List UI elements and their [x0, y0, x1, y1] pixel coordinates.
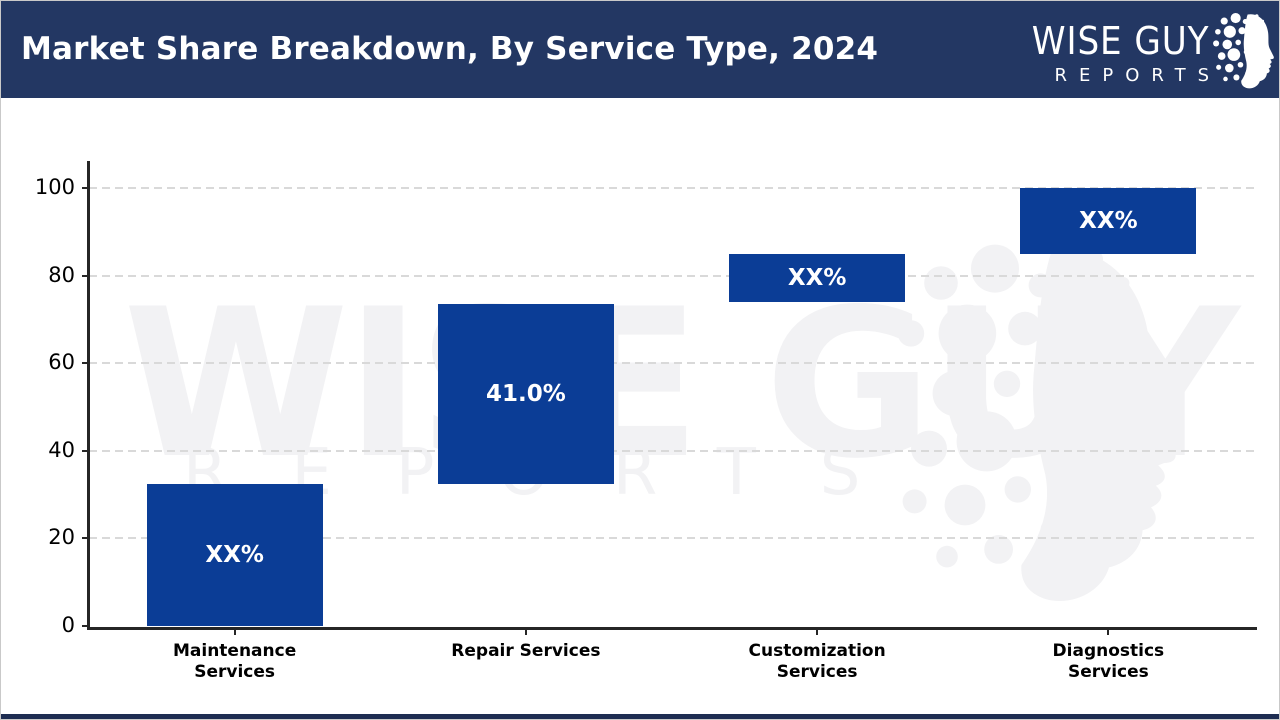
category-label-line: Services [194, 662, 276, 682]
y-tick-mark [82, 449, 89, 452]
gridline [89, 274, 1254, 277]
category-label-line: Diagnostics [1052, 641, 1165, 661]
x-tick-mark [816, 628, 819, 635]
category-label-maintenance-services: Maintenance Services [125, 641, 345, 683]
bar-customization-services: XX% [729, 253, 906, 302]
footer-bar [1, 714, 1279, 719]
x-tick-mark [524, 628, 527, 635]
gridline [89, 537, 1254, 540]
category-label-diagnostics-services: Diagnostics Services [998, 641, 1218, 683]
category-label-repair-services: Repair Services [416, 641, 636, 662]
bar-value-label: XX% [205, 541, 264, 568]
y-tick-label: 0 [61, 613, 75, 637]
category-label-line: Customization [748, 641, 886, 661]
y-axis-line [87, 161, 90, 629]
y-tick-mark [82, 362, 89, 365]
bar-value-label: XX% [1079, 207, 1138, 234]
category-label-line: Repair Services [451, 641, 601, 661]
y-tick-label: 60 [48, 350, 75, 375]
page-title: Market Share Breakdown, By Service Type,… [21, 31, 879, 67]
y-tick-label: 40 [48, 437, 75, 462]
x-axis-line [87, 627, 1257, 630]
logo-subtext: REPORTS [1054, 65, 1221, 86]
bar-value-label: XX% [787, 264, 847, 291]
category-label-line: Services [1067, 662, 1149, 682]
gridline [89, 362, 1254, 365]
watermark-head-graphic [888, 244, 1176, 602]
x-tick-mark [1107, 628, 1110, 635]
gridline [89, 449, 1254, 452]
y-tick-label: 20 [48, 525, 75, 550]
y-tick-label: 80 [48, 262, 75, 287]
plot-area: WISE GUY REPORTS 020406080100XX%Maintena… [1, 98, 1279, 716]
category-label-line: Services [776, 662, 858, 682]
x-tick-mark [233, 628, 236, 635]
wise-guy-head-icon [1213, 12, 1274, 89]
bar-maintenance-services: XX% [146, 483, 323, 626]
category-label-customization-services: Customization Services [707, 641, 927, 683]
bar-diagnostics-services: XX% [1020, 188, 1197, 254]
logo-wordmark: WISE GUY [1031, 19, 1209, 63]
gridline [89, 187, 1254, 189]
y-tick-mark [82, 187, 89, 189]
header-bar: Market Share Breakdown, By Service Type,… [1, 1, 1279, 98]
y-tick-label: 100 [34, 175, 75, 199]
y-tick-mark [82, 625, 89, 627]
bar-repair-services: 41.0% [437, 304, 614, 484]
bar-value-label: 41.0% [485, 380, 566, 407]
y-tick-mark [82, 274, 89, 277]
wise-guy-reports-logo: WISE GUY REPORTS [1012, 19, 1209, 86]
category-label-line: Maintenance [172, 641, 297, 661]
y-tick-mark [82, 537, 89, 540]
